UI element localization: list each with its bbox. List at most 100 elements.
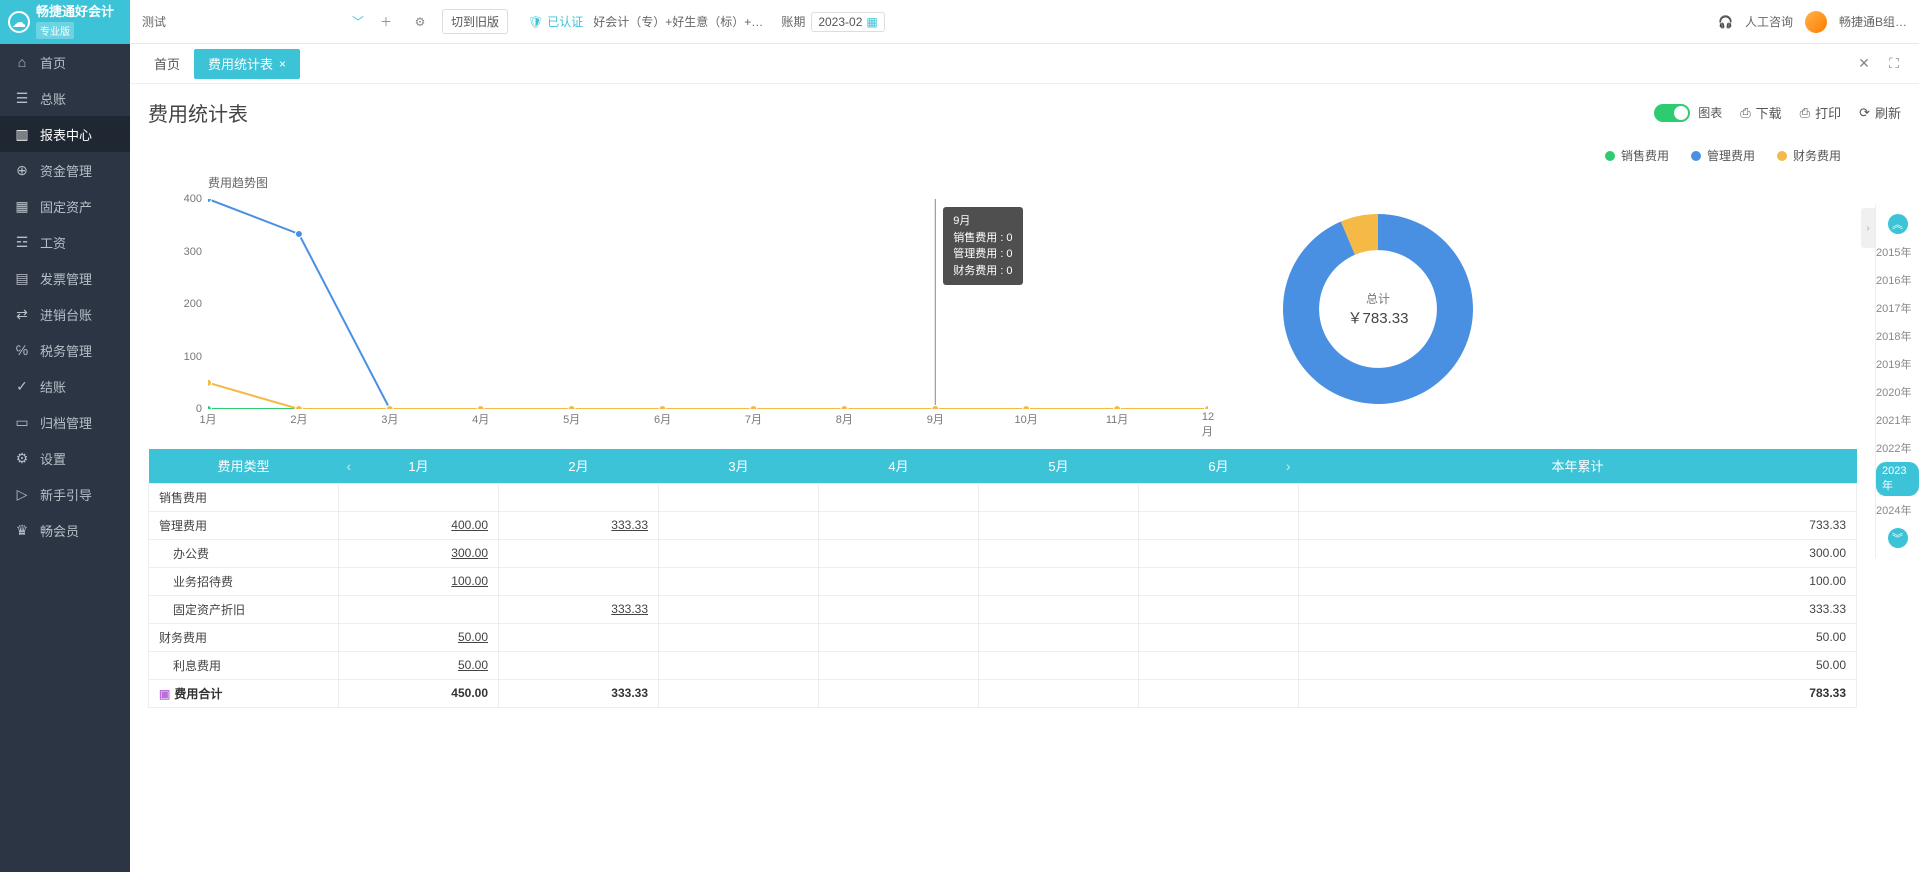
sidebar-item[interactable]: ⇄进销台账 [0,296,130,332]
sidebar-item[interactable]: ⊕资金管理 [0,152,130,188]
old-version-button[interactable]: 切到旧版 [442,9,508,34]
value-cell [979,511,1139,539]
table-row: 利息费用50.0050.00 [149,651,1857,679]
cloud-upload-icon: ☁ [8,11,30,33]
legend-dot [1691,151,1701,161]
scroll-up-icon[interactable]: ︽ [1888,214,1908,234]
value-cell[interactable]: 300.00 [339,539,499,567]
close-icon[interactable]: × [279,57,286,71]
x-tick-label: 8月 [836,411,853,427]
value-cell [1139,623,1299,651]
nav-icon: ℅ [14,342,30,358]
legend-admin[interactable]: 管理费用 [1691,147,1755,164]
value-cell[interactable]: 333.33 [499,595,659,623]
value-cell[interactable]: 100.00 [339,567,499,595]
nav-icon: ⊕ [14,162,30,179]
year-option[interactable]: 2021年 [1876,406,1919,434]
close-all-icon[interactable]: ✕ [1849,49,1879,79]
sidebar-item[interactable]: ▤发票管理 [0,260,130,296]
year-option[interactable]: 2016年 [1876,266,1919,294]
x-tick-label: 12月 [1202,411,1214,439]
consult-link[interactable]: 人工咨询 [1745,13,1793,30]
year-option[interactable]: 2023年 [1876,462,1919,496]
sidebar-item[interactable]: ⚙ 设置 [0,440,130,476]
table-header: 3月 [659,449,819,483]
value-cell [819,595,979,623]
nav-icon: ⚙ [14,450,30,467]
donut-chart: 总计 ￥783.33 [1268,199,1488,419]
nav-label: 税务管理 [40,341,92,360]
legend-finance[interactable]: 财务费用 [1777,147,1841,164]
sidebar-item[interactable]: ⌂首页 [0,44,130,80]
value-cell[interactable]: 400.00 [339,511,499,539]
value-cell [1139,511,1299,539]
value-cell[interactable]: 450.00 [339,679,499,707]
nav-label: 首页 [40,53,66,72]
table-header: 费用类型 [149,449,339,483]
fullscreen-icon[interactable]: ⛶ [1879,49,1909,79]
sidebar-item[interactable]: ▭归档管理 [0,404,130,440]
value-cell [819,679,979,707]
year-option[interactable]: 2020年 [1876,378,1919,406]
x-tick-label: 3月 [381,411,398,427]
legend-sales[interactable]: 销售费用 [1605,147,1669,164]
value-cell [499,623,659,651]
value-cell[interactable]: 50.00 [339,651,499,679]
avatar[interactable] [1805,11,1827,33]
total-cell: 333.33 [1299,595,1857,623]
year-option[interactable]: 2017年 [1876,294,1919,322]
chart-title: 费用趋势图 [208,174,1881,191]
add-icon[interactable]: ＋ [374,10,398,34]
sidebar-item[interactable]: ▦固定资产 [0,188,130,224]
sidebar: ☁ 畅捷通好会计 专业版 ⌂首页☰总账▥报表中心⊕资金管理▦固定资产☲工资▤发票… [0,0,130,872]
nav-icon: ✓ [14,378,30,395]
sidebar-item[interactable]: ♛畅会员 [0,512,130,548]
value-cell [1139,679,1299,707]
nav-label: 设置 [40,449,66,468]
company-selector[interactable]: 测试 [142,13,342,30]
x-tick-label: 7月 [745,411,762,427]
download-button[interactable]: ⎙下载 [1740,103,1781,122]
year-option[interactable]: 2015年 [1876,238,1919,266]
refresh-button[interactable]: ⟳刷新 [1859,103,1901,122]
year-option[interactable]: 2018年 [1876,322,1919,350]
nav-icon: ☰ [14,90,30,107]
next-month-icon[interactable]: › [1286,458,1291,474]
sidebar-item[interactable]: ✓结账 [0,368,130,404]
chevron-down-icon[interactable]: ﹀ [352,13,364,30]
prev-month-icon[interactable]: ‹ [347,458,352,474]
sidebar-item[interactable]: ☲工资 [0,224,130,260]
collapse-handle[interactable]: › [1861,208,1875,248]
year-option[interactable]: 2022年 [1876,434,1919,462]
chart-toggle[interactable] [1654,104,1690,122]
sidebar-item[interactable]: ▷新手引导 [0,476,130,512]
sidebar-item[interactable]: ℅ 税务管理 [0,332,130,368]
value-cell [979,651,1139,679]
tab-home[interactable]: 首页 [140,49,194,79]
value-cell [979,595,1139,623]
expense-type-cell: 固定资产折旧 [149,595,339,623]
year-rail: ︽ 2015年2016年2017年2018年2019年2020年2021年202… [1875,204,1919,558]
print-button[interactable]: ⎙打印 [1800,103,1841,122]
value-cell[interactable]: 50.00 [339,623,499,651]
sidebar-item[interactable]: ▥报表中心 [0,116,130,152]
user-name[interactable]: 畅捷通B组… [1839,13,1907,30]
settings-icon[interactable]: ⚙ [408,10,432,34]
headset-icon: 🎧 [1718,15,1733,29]
y-tick-label: 400 [184,193,202,205]
year-option[interactable]: 2019年 [1876,350,1919,378]
value-cell[interactable]: 333.33 [499,679,659,707]
y-tick-label: 100 [184,351,202,363]
year-option[interactable]: 2024年 [1876,496,1919,524]
value-cell[interactable]: 333.33 [499,511,659,539]
value-cell [819,623,979,651]
tab-active[interactable]: 费用统计表 × [194,49,300,79]
sidebar-item[interactable]: ☰总账 [0,80,130,116]
line-chart: 0100200300400 1月2月3月4月5月6月7月8月9月10月11月12… [168,199,1208,429]
scroll-down-icon[interactable]: ︾ [1888,528,1908,548]
period-selector[interactable]: 账期 2023-02 ▦ [781,12,884,32]
expense-type-cell: 销售费用 [149,483,339,511]
value-cell [819,539,979,567]
x-tick-label: 5月 [563,411,580,427]
refresh-icon: ⟳ [1859,105,1870,121]
